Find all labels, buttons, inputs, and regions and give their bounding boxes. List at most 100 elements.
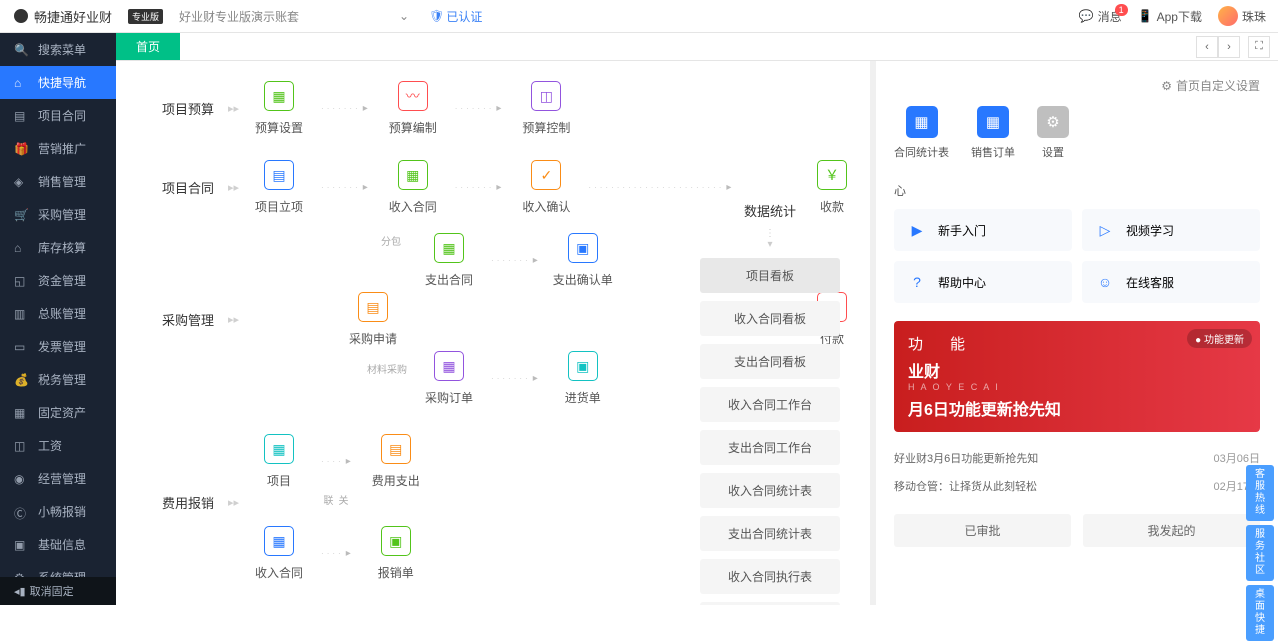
sidebar-label: 发票管理 (38, 338, 86, 355)
node-reimburse[interactable]: ▣报销单 (358, 526, 434, 581)
branch-label: 关联 (319, 495, 349, 505)
sidebar-label: 税务管理 (38, 371, 86, 388)
stat-button-2[interactable]: 支出合同看板 (700, 344, 840, 379)
verified-badge: 🛡 已认证 (429, 8, 482, 25)
sidebar-item-10[interactable]: 💰税务管理 (0, 363, 116, 396)
sidebar-item-11[interactable]: ▦固定资产 (0, 396, 116, 429)
gear-icon: ⚙ (1161, 79, 1172, 93)
sidebar-item-15[interactable]: ▣基础信息 (0, 528, 116, 561)
stat-button-6[interactable]: 支出合同统计表 (700, 516, 840, 551)
bottom-tab-1[interactable]: 我发起的 (1083, 514, 1260, 547)
float-badge-2[interactable]: 桌面快捷 (1246, 585, 1274, 641)
sidebar-label: 固定资产 (38, 404, 86, 421)
help-title: 心 (894, 182, 1260, 199)
help-icon: ? (906, 271, 928, 293)
sidebar-label: 经营管理 (38, 470, 86, 487)
node-project[interactable]: ▦项目 (241, 434, 317, 489)
node-expense-out[interactable]: ▤费用支出 (358, 434, 434, 489)
tab-home[interactable]: 首页 (116, 33, 180, 60)
quick-item-2[interactable]: ⚙设置 (1037, 106, 1069, 160)
sidebar-item-13[interactable]: ◉经营管理 (0, 462, 116, 495)
expense-icon: Ⓒ (14, 505, 28, 519)
news-item-0[interactable]: 好业财3月6日功能更新抢先知03月06日 (894, 444, 1260, 472)
sidebar-item-1[interactable]: ⌂快捷导航 (0, 66, 116, 99)
confirm-icon: ✓ (531, 160, 561, 190)
quick-item-1[interactable]: ▦销售订单 (971, 106, 1015, 160)
help-item-2[interactable]: ?帮助中心 (894, 261, 1072, 303)
sidebar-label: 总账管理 (38, 305, 86, 322)
company-selector[interactable]: 好业财专业版演示账套 ⌄ (179, 8, 409, 25)
node-budget-control[interactable]: ◫预算控制 (508, 81, 584, 136)
stat-button-0[interactable]: 项目看板 (700, 258, 840, 293)
promo-banner[interactable]: ● 功能更新 功 能 业财 H A O Y E C A I 月6日功能更新抢先知 (894, 321, 1260, 432)
float-badge-1[interactable]: 服务社区 (1246, 525, 1274, 581)
sidebar-unpin[interactable]: ◂▮取消固定 (0, 577, 116, 605)
quick-item-0[interactable]: ▦合同统计表 (894, 106, 949, 160)
node-income-contract[interactable]: ▦收入合同 (375, 160, 451, 215)
control-icon: ◫ (531, 81, 561, 111)
stats-title: 数据统计 (700, 201, 840, 220)
app-download-button[interactable]: 📱 App下载 (1138, 8, 1202, 25)
notif-count: 1 (1115, 4, 1128, 16)
warehouse-icon: ⌂ (14, 241, 28, 255)
node-budget-setting[interactable]: ▦预算设置 (241, 81, 317, 136)
node-income-confirm[interactable]: ✓收入确认 (508, 160, 584, 215)
sidebar-label: 采购管理 (38, 206, 86, 223)
node-purchase-request[interactable]: ▤采购申请 (335, 292, 411, 347)
stat-button-4[interactable]: 支出合同工作台 (700, 430, 840, 465)
node-expense-confirm[interactable]: ▣支出确认单 (545, 233, 621, 288)
flow-section-label: 项目合同 (136, 178, 226, 197)
doc-icon: ▣ (381, 526, 411, 556)
messages-button[interactable]: 💬 消息 1 (1079, 8, 1122, 25)
sidebar-item-7[interactable]: ◱资金管理 (0, 264, 116, 297)
stat-button-7[interactable]: 收入合同执行表 (700, 559, 840, 594)
sidebar-item-4[interactable]: ◈销售管理 (0, 165, 116, 198)
logo: 畅捷通好业财 (12, 7, 112, 26)
tab-bar: 首页 ‹ › ⛶ (116, 33, 1278, 61)
doc-icon: ▦ (398, 160, 428, 190)
diamond-icon: ◈ (14, 175, 28, 189)
help-item-1[interactable]: ▷视频学习 (1082, 209, 1260, 251)
sidebar-item-5[interactable]: 🛒采购管理 (0, 198, 116, 231)
help-item-0[interactable]: ▶新手入门 (894, 209, 1072, 251)
tab-prev-button[interactable]: ‹ (1196, 36, 1218, 58)
doc-icon: ▦ (264, 434, 294, 464)
node-project-init[interactable]: ▤项目立项 (241, 160, 317, 215)
stat-button-1[interactable]: 收入合同看板 (700, 301, 840, 336)
sidebar-item-2[interactable]: ▤项目合同 (0, 99, 116, 132)
sidebar-item-8[interactable]: ▥总账管理 (0, 297, 116, 330)
branch-label: 材料采购 (367, 361, 407, 376)
sidebar-item-3[interactable]: 🎁营销推广 (0, 132, 116, 165)
float-badge-0[interactable]: 客服热线 (1246, 465, 1274, 521)
node-expense-contract[interactable]: ▦支出合同 (411, 233, 487, 288)
customize-link[interactable]: ⚙ 首页自定义设置 (894, 77, 1260, 94)
news-item-1[interactable]: 移动仓管：让择货从此刻轻松02月17日 (894, 472, 1260, 500)
sidebar-label: 资金管理 (38, 272, 86, 289)
receipt-icon: ▭ (14, 340, 28, 354)
sidebar-item-14[interactable]: Ⓒ小畅报销 (0, 495, 116, 528)
node-budget-compile[interactable]: 〰预算编制 (375, 81, 451, 136)
chevron-down-icon: ⌄ (399, 9, 409, 23)
sidebar-item-0[interactable]: 🔍搜索菜单 (0, 33, 116, 66)
tab-next-button[interactable]: › (1218, 36, 1240, 58)
sidebar-item-9[interactable]: ▭ 发票管理 (0, 330, 116, 363)
shield-icon: 🛡 (429, 9, 444, 23)
edition-badge: 专业版 (128, 9, 163, 24)
stat-button-5[interactable]: 收入合同统计表 (700, 473, 840, 508)
doc-icon: ▦ (264, 81, 294, 111)
sidebar-item-6[interactable]: ⌂库存核算 (0, 231, 116, 264)
user-menu[interactable]: 珠珠 (1218, 6, 1266, 26)
sidebar-label: 快捷导航 (38, 74, 86, 91)
doc-icon: ▦ (264, 526, 294, 556)
node-purchase-order[interactable]: ▦采购订单 (411, 351, 487, 406)
brand-text: 畅捷通好业财 (34, 7, 112, 26)
sidebar-item-12[interactable]: ◫工资 (0, 429, 116, 462)
node-goods-receipt[interactable]: ▣进货单 (545, 351, 621, 406)
bottom-tab-0[interactable]: 已审批 (894, 514, 1071, 547)
quick-icon: ⚙ (1037, 106, 1069, 138)
node-income-contract2[interactable]: ▦收入合同 (241, 526, 317, 581)
sidebar-label: 营销推广 (38, 140, 86, 157)
help-item-3[interactable]: ☺在线客服 (1082, 261, 1260, 303)
fullscreen-button[interactable]: ⛶ (1248, 36, 1270, 58)
stat-button-3[interactable]: 收入合同工作台 (700, 387, 840, 422)
